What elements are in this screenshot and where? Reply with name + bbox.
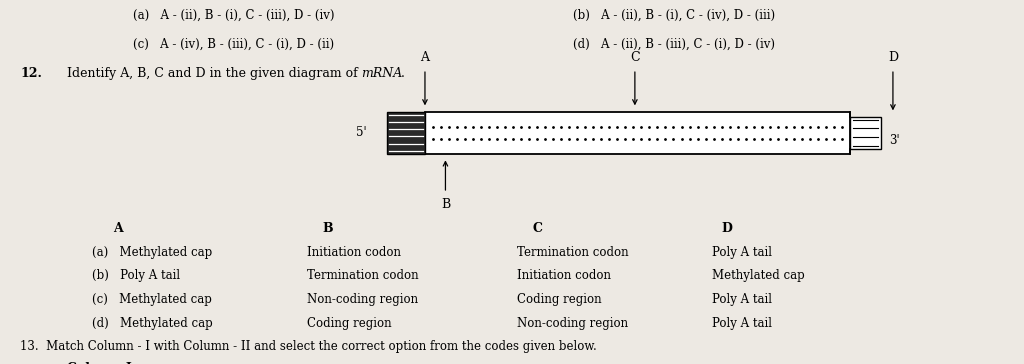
Text: .: .: [400, 67, 404, 80]
Text: Initiation codon: Initiation codon: [517, 269, 611, 282]
Text: Identify A, B, C and D in the given diagram of: Identify A, B, C and D in the given diag…: [67, 67, 361, 80]
Text: Non-coding region: Non-coding region: [517, 317, 629, 330]
Bar: [387, 112, 425, 154]
Text: Poly A tail: Poly A tail: [712, 317, 772, 330]
Text: B: B: [440, 198, 451, 211]
Text: Methylated cap: Methylated cap: [712, 269, 805, 282]
Text: (c)   A - (iv), B - (iii), C - (i), D - (ii): (c) A - (iv), B - (iii), C - (i), D - (i…: [133, 38, 334, 51]
Text: (d)   Methylated cap: (d) Methylated cap: [92, 317, 213, 330]
Text: 3': 3': [889, 134, 899, 147]
Text: D: D: [888, 51, 898, 64]
Text: Termination codon: Termination codon: [517, 246, 629, 259]
Text: (c)   Methylated cap: (c) Methylated cap: [92, 293, 212, 306]
Text: C: C: [630, 51, 640, 64]
Bar: [850, 117, 881, 149]
Text: Poly A tail: Poly A tail: [712, 246, 772, 259]
Text: 12.: 12.: [20, 67, 42, 80]
Text: D: D: [722, 222, 732, 235]
Bar: [425, 112, 850, 154]
Text: Column I: Column I: [67, 362, 131, 364]
Text: Initiation codon: Initiation codon: [307, 246, 401, 259]
Text: B: B: [323, 222, 333, 235]
Text: Coding region: Coding region: [307, 317, 392, 330]
Text: Coding region: Coding region: [517, 293, 602, 306]
Text: (a)   A - (ii), B - (i), C - (iii), D - (iv): (a) A - (ii), B - (i), C - (iii), D - (i…: [133, 9, 335, 22]
Text: mRNA: mRNA: [361, 67, 402, 80]
Text: (d)   A - (ii), B - (iii), C - (i), D - (iv): (d) A - (ii), B - (iii), C - (i), D - (i…: [573, 38, 775, 51]
Text: 13.  Match Column - I with Column - II and select the correct option from the co: 13. Match Column - I with Column - II an…: [20, 340, 597, 353]
Text: C: C: [532, 222, 543, 235]
Text: A: A: [113, 222, 123, 235]
Text: (b)   A - (ii), B - (i), C - (iv), D - (iii): (b) A - (ii), B - (i), C - (iv), D - (ii…: [573, 9, 775, 22]
Text: (a)   Methylated cap: (a) Methylated cap: [92, 246, 212, 259]
Text: 5': 5': [356, 126, 367, 139]
Text: Non-coding region: Non-coding region: [307, 293, 419, 306]
Text: (b)   Poly A tail: (b) Poly A tail: [92, 269, 180, 282]
Text: A: A: [421, 51, 429, 64]
Text: Poly A tail: Poly A tail: [712, 293, 772, 306]
Text: Termination codon: Termination codon: [307, 269, 419, 282]
